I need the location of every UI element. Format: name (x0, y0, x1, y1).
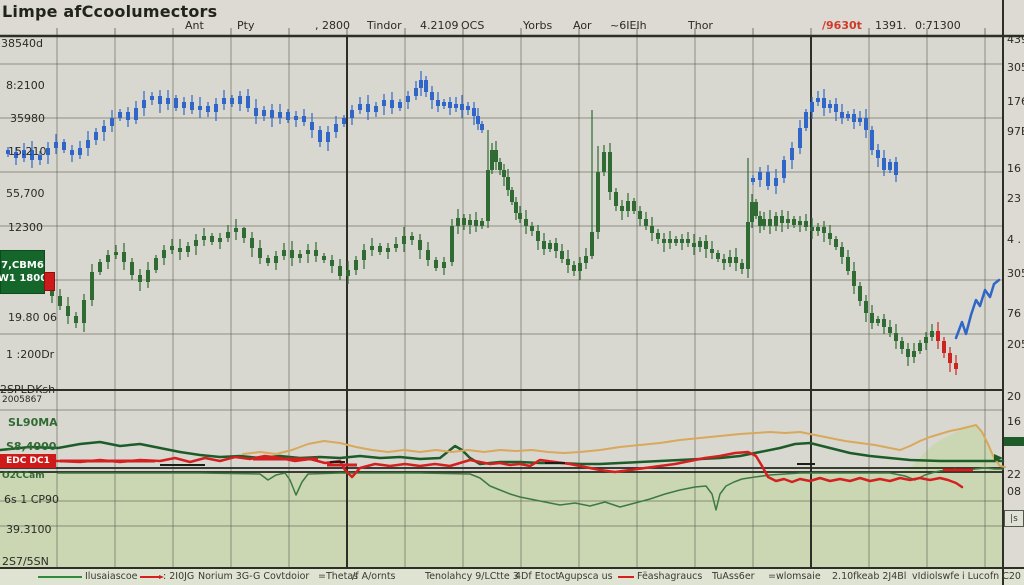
y-axis-label-left: 15.210 (8, 145, 47, 158)
header-item: Yorbs (523, 19, 553, 32)
legend-label: vIdiolswfe (912, 571, 960, 582)
header-item: 1391. (875, 19, 907, 32)
y-axis-label-left: 1 :200Dr (6, 348, 55, 361)
y-axis-label-left: 12300 (8, 221, 43, 234)
price-badge-line1: 7,CBM6 (1, 260, 44, 271)
legend-label: TuAss6er (712, 571, 755, 582)
header-item: Pty (237, 19, 255, 32)
y-axis-label-right: 305 (1007, 267, 1024, 280)
legend-label: =wlomsaie (768, 571, 821, 582)
legend-label: 4Df Etoct (515, 571, 560, 582)
blue-price-candles-right (751, 89, 898, 194)
y-axis-label-right: 176 (1007, 95, 1024, 108)
legend-label: 2.10fkeab 2J4Bl (832, 571, 907, 582)
legend-item: : 2I0JG (140, 571, 194, 582)
header-item: Ant (185, 19, 204, 32)
legend-item: =Thetas (318, 571, 358, 582)
y-axis-label-right: 20 (1007, 390, 1021, 403)
header-item: , 2800 (315, 19, 350, 32)
indicator-green-line (0, 440, 1005, 466)
legend-item: TuAss6er (712, 571, 755, 582)
y-axis-label-left-lower: SL90MA (8, 416, 58, 429)
y-axis-label-left: 19.80 06 (8, 311, 57, 324)
green-price-candles (42, 110, 958, 375)
y-axis-label-left-lower: S8,4000 (6, 440, 57, 453)
right-axis-badge-green (1004, 437, 1024, 446)
legend-swatch-red-arrow (140, 574, 164, 579)
indicator-badge-red: EDC DC1 (0, 454, 56, 468)
header-item: 0:71300 (915, 19, 961, 32)
y-axis-label-right: 305 (1007, 61, 1024, 74)
legend-label: : 2I0JG (163, 571, 195, 582)
legend-label: /f A/ornts (352, 571, 396, 582)
legend-label: Norium 3G-G Covtdoior (198, 571, 310, 582)
legend-label: i Lucofn C20 (962, 571, 1021, 582)
legend-item: 4Df Etoct (515, 571, 559, 582)
price-badge-red (44, 272, 55, 291)
y-axis-label-right: 16 (1007, 415, 1021, 428)
page-title: Limpe afCcoolumectors (2, 2, 218, 21)
legend-item: vIdiolswfe (912, 571, 959, 582)
legend-label: Agupsca us (558, 571, 613, 582)
y-axis-label-right: 97E (1007, 125, 1024, 138)
header-item: Aor (573, 19, 592, 32)
price-badge-line2: W1 1800 (0, 273, 48, 284)
header-value-red: /9630t (822, 19, 862, 32)
legend-label: =Thetas (318, 571, 359, 582)
legend-item: 2.10fkeab 2J4Bl (832, 571, 906, 582)
y-axis-label-right: 22 (1007, 468, 1021, 481)
y-axis-label-left-lower: 2S7/5SN (2, 555, 49, 568)
legend-strip-background (0, 568, 1024, 585)
y-axis-label-left-lower: 6s 1 CP90 (4, 493, 60, 506)
legend-item: Ilusaiascoe (38, 571, 138, 582)
legend-row: Ilusaiascoe : 2I0JG Norium 3G-G Covtdoior =… (0, 569, 1024, 585)
y-axis-label-left: 35980 (10, 112, 45, 125)
header-item: Thor (688, 19, 713, 32)
price-arrow-icon (994, 454, 1003, 462)
y-axis-label-left: 8:2100 (6, 79, 45, 92)
header-item: ~6IEIh (610, 19, 647, 32)
header-item: 4.2109 (420, 19, 459, 32)
legend-label: Tenolahcy 9/LCtte 3 (425, 571, 519, 582)
y-axis-label-right: 08 (1007, 485, 1021, 498)
grid (0, 28, 1003, 568)
price-badge-green: 7,CBM6 W1 1800 (0, 250, 48, 294)
y-axis-label-left: 2SPLDKsh (0, 383, 56, 396)
legend-item: =wlomsaie (768, 571, 821, 582)
header-item: Tindor (367, 19, 402, 32)
blue-close-line (954, 278, 1001, 340)
legend-item: Agupsca us (558, 571, 613, 582)
legend-label: Fëashagraucs (637, 571, 703, 582)
legend-label: Ilusaiascoe (85, 571, 138, 582)
legend-item: i Lucofn C20 (962, 571, 1021, 582)
legend-item: Fëashagraucs (618, 571, 702, 582)
y-axis-label-right: 4 . (1007, 233, 1021, 246)
y-axis-label-right: 439 (1007, 33, 1024, 46)
legend-swatch-red-line (618, 575, 634, 578)
y-axis-label-left: 2005867 (2, 395, 43, 405)
y-axis-label-left: 55,700 (6, 187, 45, 200)
legend-item: Norium 3G-G Covtdoior (198, 571, 309, 582)
y-axis-label-right: 23 (1007, 192, 1021, 205)
legend-swatch-green-line (38, 575, 82, 578)
y-axis-label-left-lower: 39.3100 (6, 523, 52, 536)
y-axis-label-right: 205 (1007, 338, 1024, 351)
header-item: OCS (461, 19, 485, 32)
y-axis-label-right: 16 (1007, 162, 1021, 175)
right-axis-marker-box: |s (1004, 510, 1024, 527)
indicator-orange-line (242, 424, 1006, 468)
y-axis-label-right: 76 (1007, 307, 1021, 320)
y-axis-label-left-lower: O2CCam (2, 471, 45, 481)
legend-item: /f A/ornts (352, 571, 396, 582)
blue-price-candles (6, 71, 484, 168)
legend-item: Tenolahcy 9/LCtte 3 (425, 571, 519, 582)
histogram-fill-area (0, 425, 1003, 568)
y-axis-label-left: 38540d (1, 37, 43, 50)
indicator-red-line (0, 450, 964, 489)
